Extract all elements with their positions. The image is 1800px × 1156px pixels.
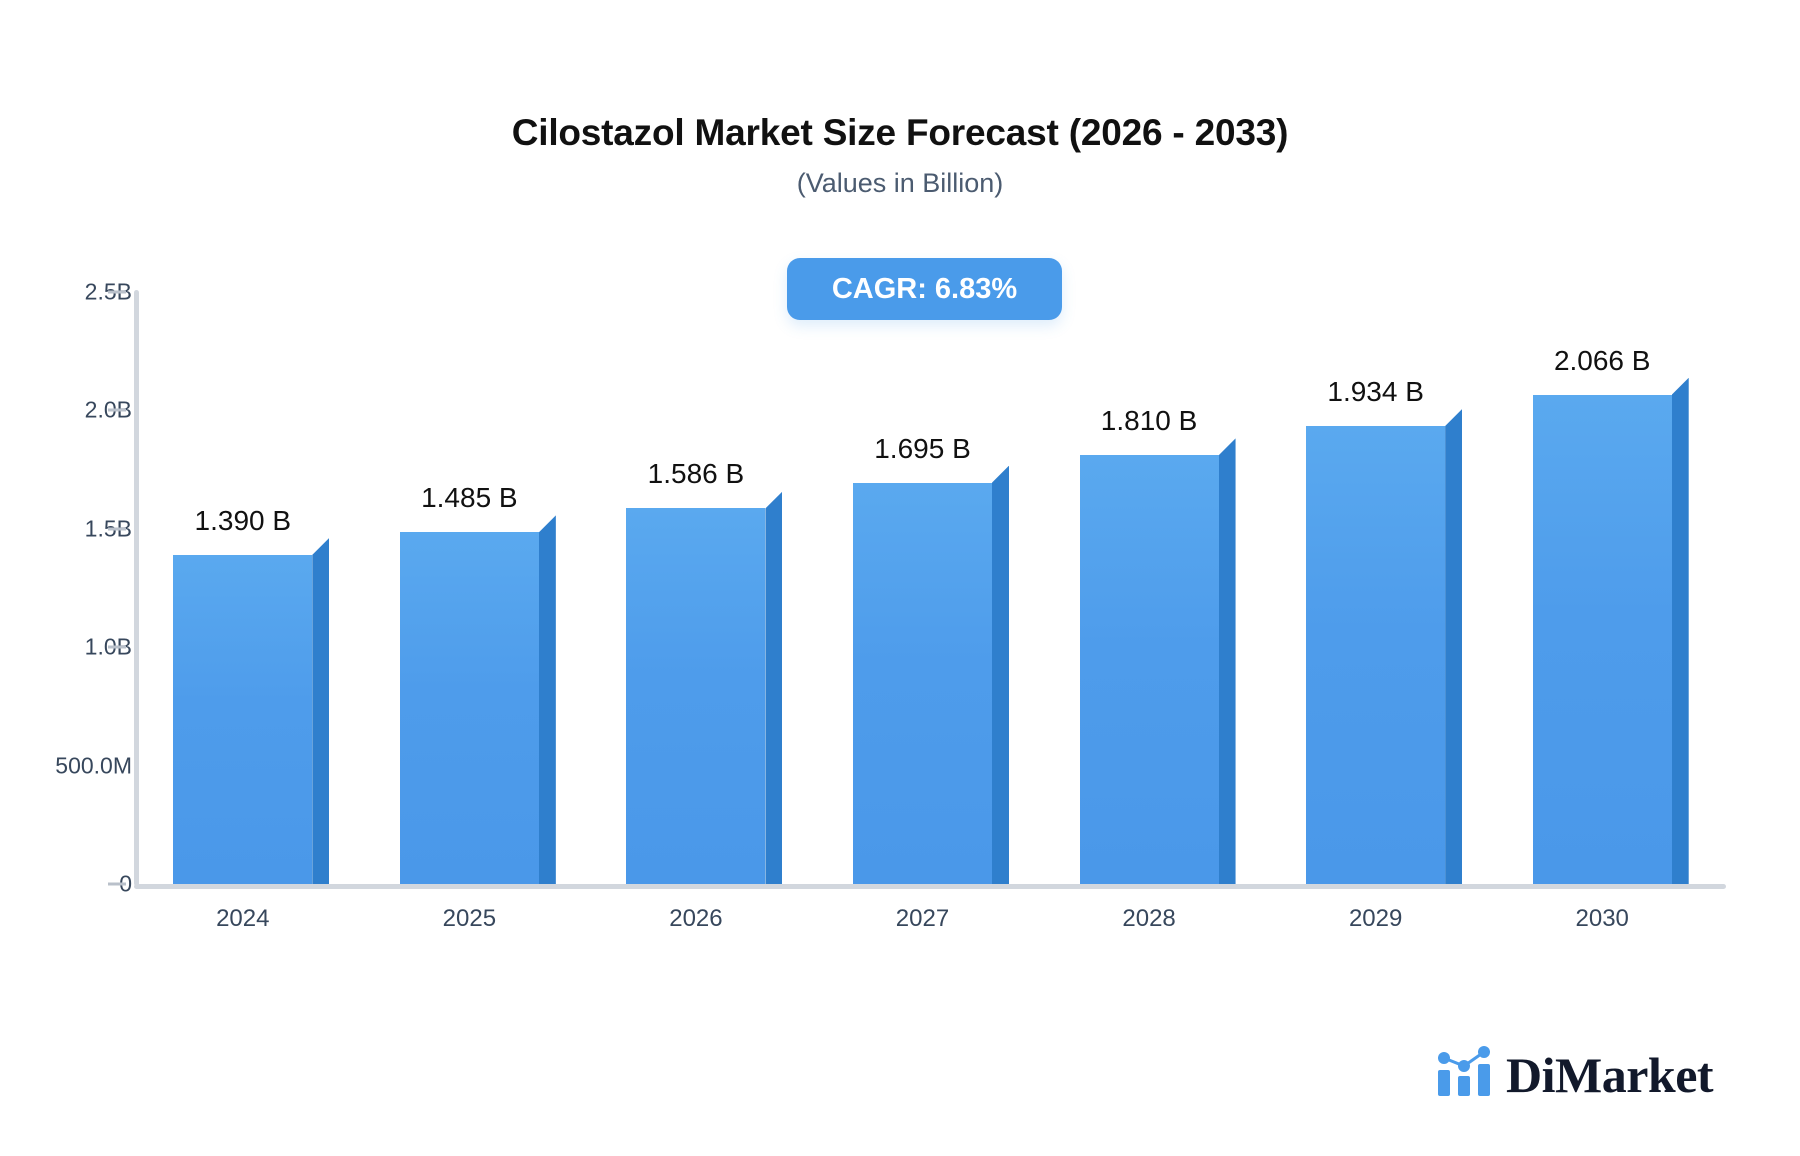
bar-side-face [765, 491, 783, 884]
bar-value-label: 1.586 B [647, 458, 745, 490]
cagr-badge-label: CAGR: 6.83% [831, 272, 1018, 305]
bar-side-face [1445, 409, 1463, 884]
x-tick-label: 2025 [442, 905, 497, 932]
bar-value-label: 1.695 B [874, 432, 971, 464]
bar-side-face [1671, 377, 1689, 884]
bar-2028[interactable]: 1.810 B [1079, 405, 1236, 884]
bar-value-label: 1.810 B [1100, 405, 1198, 437]
dimarket-logo: DiMarket [1436, 1046, 1714, 1103]
y-tick-mark [108, 408, 126, 412]
x-tick-label: 2026 [669, 905, 723, 932]
bar-2024[interactable]: 1.390 B [173, 505, 330, 884]
bar-chart-icon [1436, 1046, 1492, 1103]
page-title: Cilostazol Market Size Forecast (2026 - … [511, 112, 1289, 153]
bar-front-face [399, 532, 539, 884]
bar-value-label: 1.485 B [421, 482, 518, 514]
bar-2029[interactable]: 1.934 B [1306, 376, 1463, 884]
bar-side-face [992, 465, 1009, 884]
bar-side-face [312, 537, 330, 884]
cagr-badge: CAGR: 6.83% [787, 258, 1062, 320]
bar-2030[interactable]: 2.066 B [1532, 345, 1689, 884]
bar-value-label: 1.934 B [1327, 376, 1424, 408]
bar-front-face [173, 554, 313, 884]
chart-subtitle: (Values in Billion) [796, 168, 1004, 198]
bar-value-label: 1.390 B [194, 504, 292, 536]
bar-value-label: 2.066 B [1553, 344, 1651, 376]
bar-front-face [626, 508, 766, 884]
logo-wordmark: DiMarket [1506, 1046, 1714, 1103]
bar-front-face [1306, 426, 1446, 884]
bar-front-face [1532, 394, 1672, 884]
y-axis-line [134, 290, 139, 886]
x-tick-label: 2030 [1575, 905, 1629, 932]
bar-2027[interactable]: 1.695 B [853, 433, 1009, 884]
bar-front-face [853, 482, 992, 884]
x-tick-label: 2029 [1348, 905, 1403, 932]
bar-side-face [538, 515, 556, 884]
bar-side-face [1218, 438, 1236, 884]
x-tick-label: 2028 [1122, 905, 1176, 932]
y-tick-mark [108, 645, 126, 649]
y-tick-mark [108, 527, 126, 531]
y-tick-mark [108, 290, 126, 294]
bar-2025[interactable]: 1.485 B [399, 482, 556, 884]
y-tick-label: 500.0M [55, 752, 132, 779]
x-axis-line [134, 884, 1726, 889]
y-tick-mark [108, 882, 126, 886]
x-tick-label: 2027 [895, 905, 950, 932]
bar-front-face [1079, 455, 1219, 884]
x-tick-label: 2024 [216, 905, 270, 932]
bar-2026[interactable]: 1.586 B [626, 458, 783, 884]
